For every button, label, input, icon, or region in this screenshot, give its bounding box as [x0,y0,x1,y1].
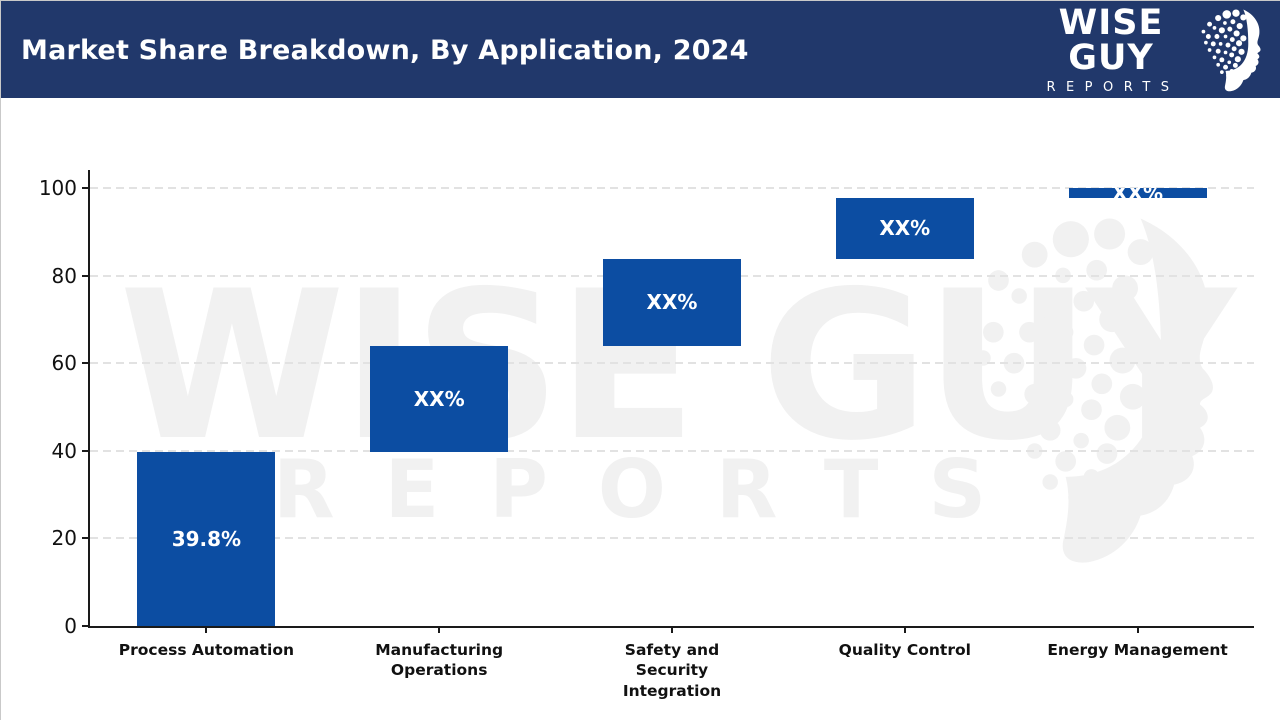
x-axis-category-label: Process Automation [90,640,323,660]
x-axis-category-label: Quality Control [788,640,1021,660]
logo-wordmark: WISE GUY [1019,6,1203,76]
bar-segment: XX% [1069,188,1207,198]
y-axis-label: 60 [1,352,77,374]
x-axis-tick [438,626,440,633]
bar-value-label: XX% [414,387,465,411]
wiseguy-logo-text: WISE GUY REPORTS [1019,6,1203,95]
bar-value-label: 39.8% [172,527,241,551]
x-axis-tick [904,626,906,633]
bar-value-label: XX% [879,216,930,240]
bar-segment: XX% [836,198,974,259]
bar-segment: XX% [603,259,741,346]
gridline-60 [90,362,1254,364]
y-axis-line [88,170,90,628]
page-title: Market Share Breakdown, By Application, … [21,35,749,66]
x-axis-category-label: Energy Management [1021,640,1254,660]
bar-value-label: XX% [647,290,698,314]
y-axis-label: 20 [1,527,77,549]
bar-segment: 39.8% [137,452,275,626]
y-axis-label: 0 [1,615,77,637]
y-axis-label: 100 [1,177,77,199]
x-axis-tick [671,626,673,633]
wiseguy-logo: WISE GUY REPORTS [1019,7,1267,93]
logo-subtitle: REPORTS [1019,80,1203,95]
x-axis-tick [205,626,207,633]
y-axis-label: 80 [1,265,77,287]
x-axis-category-label: Manufacturing Operations [323,640,556,681]
x-axis-category-label: Safety and Security Integration [556,640,789,701]
bar-value-label: XX% [1112,188,1163,198]
watermark-head-icon [921,208,1231,570]
bar-segment: XX% [370,346,508,452]
header-bar: Market Share Breakdown, By Application, … [1,1,1280,98]
y-axis-label: 40 [1,440,77,462]
x-axis-tick [1137,626,1139,633]
